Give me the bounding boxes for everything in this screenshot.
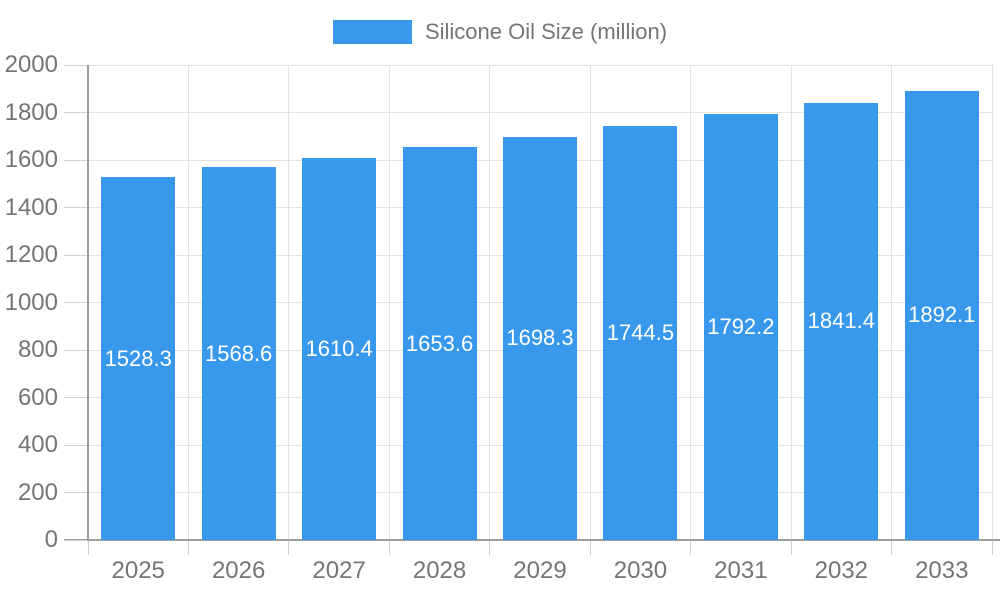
x-grid-line [891, 65, 893, 540]
y-tick-mark [64, 397, 87, 398]
x-grid-line [690, 65, 692, 540]
y-tick-mark [64, 444, 87, 446]
y-tick-label: 200 [17, 478, 58, 506]
y-axis-line [87, 65, 89, 540]
y-tick-label: 2000 [4, 51, 58, 78]
x-tick-label: 2026 [211, 557, 266, 584]
y-tick-mark [64, 254, 87, 256]
y-tick-mark [64, 302, 87, 303]
x-tick-mark [87, 541, 89, 555]
bar[interactable] [201, 167, 276, 540]
x-axis-line [64, 539, 1000, 541]
x-grid-line [388, 65, 390, 540]
x-tick-label: 2032 [814, 557, 869, 584]
bar[interactable] [603, 125, 678, 540]
legend[interactable]: Silicone Oil Size (million) [0, 19, 1000, 44]
legend-label: Silicone Oil Size (million) [424, 19, 668, 44]
plot-area: 1528.3 1568.6 1610.4 1653.6 1698.3 1744.5 1792… [5, 51, 1000, 584]
x-tick-mark [589, 541, 591, 555]
x-tick-label: 2031 [714, 557, 768, 584]
y-tick-label: 1000 [4, 288, 58, 316]
x-tick-label: 2025 [111, 557, 165, 584]
y-grid-line [88, 112, 992, 113]
y-tick-mark [64, 539, 87, 541]
bar[interactable] [804, 102, 879, 540]
x-grid-line [991, 65, 993, 540]
y-tick-label: 0 [44, 526, 58, 553]
y-tick-mark [64, 112, 87, 113]
x-tick-label: 2030 [613, 557, 668, 584]
y-tick-mark [64, 492, 87, 493]
bar[interactable] [101, 177, 176, 540]
x-tick-mark [991, 541, 993, 555]
legend-swatch-icon [332, 20, 412, 44]
x-tick-label: 2027 [312, 557, 366, 584]
x-grid-line [187, 65, 189, 540]
y-tick-mark [64, 207, 87, 208]
y-tick-label: 1600 [4, 146, 58, 173]
x-tick-mark [790, 541, 792, 555]
y-tick-label: 1200 [4, 241, 58, 268]
bar[interactable] [302, 157, 377, 540]
bar[interactable] [402, 147, 477, 540]
x-tick-mark [489, 541, 491, 555]
x-tick-mark [288, 541, 290, 555]
y-tick-mark [64, 159, 87, 161]
bar[interactable] [703, 114, 778, 540]
bar[interactable] [904, 90, 979, 540]
x-tick-mark [187, 541, 189, 555]
y-tick-label: 1400 [4, 193, 58, 221]
x-tick-label: 2028 [412, 557, 467, 584]
x-grid-line [489, 65, 491, 540]
x-tick-label: 2029 [513, 557, 567, 584]
y-tick-mark [64, 349, 87, 351]
y-grid-line [88, 64, 992, 66]
x-grid-line [790, 65, 792, 540]
x-tick-label: 2033 [915, 557, 969, 584]
y-tick-label: 400 [17, 431, 58, 458]
y-tick-label: 600 [17, 383, 58, 411]
x-tick-mark [388, 541, 390, 555]
x-tick-mark [891, 541, 893, 555]
x-grid-line [589, 65, 591, 540]
x-tick-mark [690, 541, 692, 555]
x-grid-line [288, 65, 290, 540]
y-tick-label: 800 [17, 336, 58, 363]
bar[interactable] [503, 136, 577, 540]
y-tick-label: 1800 [4, 98, 58, 126]
y-tick-mark [64, 64, 87, 66]
